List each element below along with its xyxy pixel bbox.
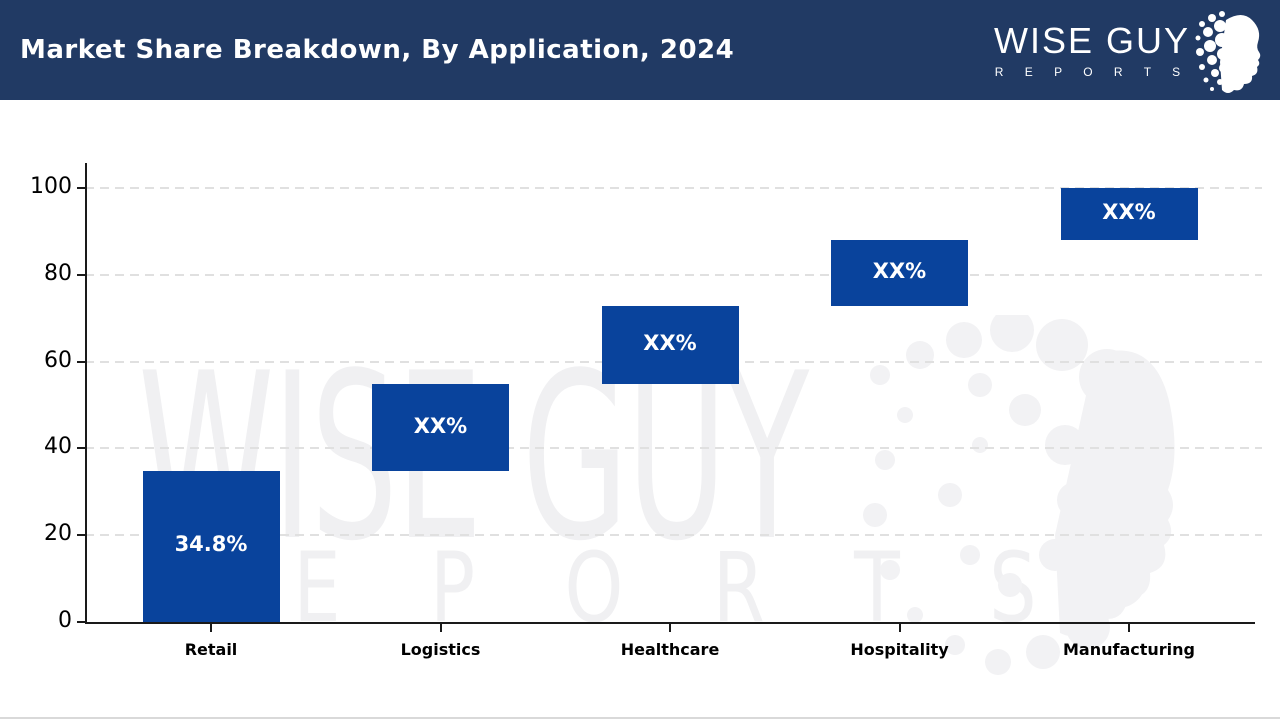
bar-value-label: XX% — [413, 413, 468, 438]
y-tick-label: 40 — [44, 434, 72, 460]
x-tick-label-manufacturing: Manufacturing — [1063, 640, 1195, 659]
watermark-head-icon — [863, 315, 1175, 675]
bar-value-label: XX% — [1102, 200, 1156, 225]
logo-wordmark: WISE GUY — [993, 20, 1190, 61]
gridline-40 — [85, 447, 1262, 450]
chart-plot-area: WISE GUY R E P O R T S 0 20 40 60 80 100 34.8%… — [0, 100, 1280, 720]
x-tick-hospitality — [898, 624, 901, 632]
y-tick-label: 20 — [44, 521, 72, 547]
y-tick-60 — [77, 360, 85, 363]
bar-value-label: XX% — [872, 259, 927, 284]
y-tick-label: 100 — [30, 174, 72, 199]
x-tick-retail — [210, 624, 212, 632]
y-tick-label: 0 — [58, 608, 72, 633]
x-tick-label-logistics: Logistics — [400, 640, 481, 659]
y-axis-line — [85, 163, 87, 624]
y-tick-label: 80 — [44, 260, 72, 286]
y-tick-100 — [77, 187, 85, 189]
gridline-100 — [85, 187, 1262, 189]
x-tick-healthcare — [669, 624, 671, 632]
x-tick-label-retail: Retail — [184, 640, 238, 659]
y-tick-0 — [77, 621, 85, 623]
y-tick-20 — [77, 534, 85, 537]
bar-hospitality — [831, 240, 968, 307]
logo-head-icon — [1195, 11, 1261, 93]
chart-title: Market Share Breakdown, By Application, … — [20, 35, 735, 65]
y-tick-40 — [77, 447, 85, 450]
y-tick-label: 60 — [44, 347, 72, 373]
y-tick-80 — [77, 273, 85, 276]
x-tick-manufacturing — [1128, 624, 1130, 632]
wise-guy-reports-logo: WISE GUY R E P O R T S — [994, 6, 1268, 96]
watermark-subtitle: R E P O R T S — [152, 532, 1070, 644]
bar-manufacturing — [1060, 188, 1198, 241]
logo-subtitle: R E P O R T S — [994, 65, 1190, 79]
gridline-20 — [85, 534, 1262, 537]
bar-retail — [142, 470, 280, 622]
bar-logistics — [372, 384, 509, 471]
logo-text: WISE GUY R E P O R T S — [994, 20, 1190, 79]
x-tick-label-hospitality: Hospitality — [850, 640, 949, 659]
header-banner: Market Share Breakdown, By Application, … — [0, 0, 1280, 100]
gridline-80 — [85, 273, 1262, 276]
x-tick-logistics — [439, 624, 442, 632]
footer-divider — [0, 717, 1280, 719]
bar-healthcare — [601, 306, 739, 385]
bar-value-label: 34.8% — [174, 532, 248, 557]
bar-value-label: XX% — [643, 331, 697, 356]
x-tick-label-healthcare: Healthcare — [620, 640, 720, 659]
x-axis-line — [85, 622, 1255, 624]
